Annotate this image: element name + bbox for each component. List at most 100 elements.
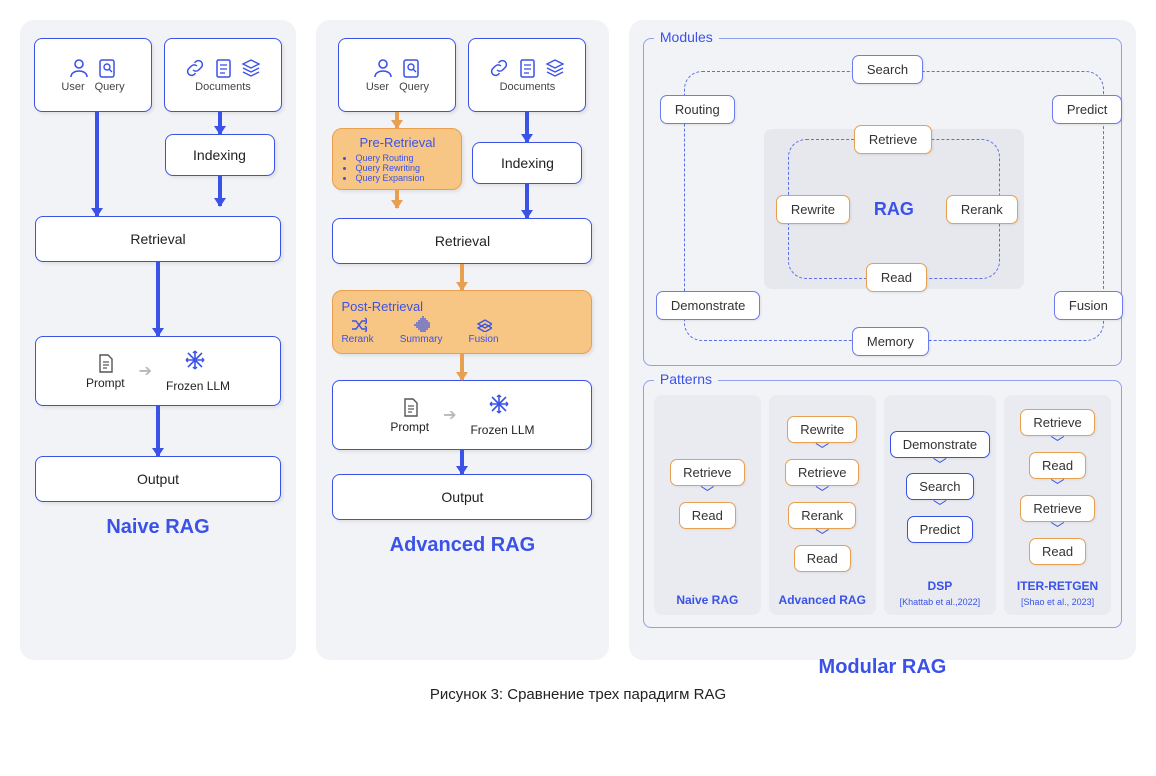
figure-caption: Рисунок 3: Сравнение трех парадигм RAG	[20, 686, 1136, 703]
arrow-icon	[218, 112, 222, 134]
pattern-step: Demonstrate	[890, 431, 990, 458]
query-label: Query	[95, 81, 125, 93]
arrow-icon	[460, 354, 464, 380]
pattern-step: Retrieve	[1020, 495, 1094, 522]
snowflake-icon	[184, 349, 212, 377]
arrow-icon	[156, 262, 160, 336]
pattern-title: DSP	[928, 579, 953, 593]
arrow-icon	[95, 112, 99, 216]
module-read: Read	[866, 263, 927, 292]
query-label: Query	[399, 81, 429, 93]
shuffle-icon	[349, 314, 367, 332]
pattern-step: Search	[906, 473, 973, 500]
chevron-down-icon: ﹀	[1051, 439, 1065, 449]
patterns-fieldset: Patterns Retrieve﹀ReadNaive RAGRewrite﹀R…	[643, 380, 1122, 628]
pre-retrieval-title: Pre-Retrieval	[343, 135, 451, 150]
wave-icon	[412, 314, 430, 332]
pattern-step: Retrieve	[670, 459, 744, 486]
module-rerank: Rerank	[946, 195, 1018, 224]
pattern-step: Read	[1029, 452, 1086, 479]
pre-retrieval-box: Pre-Retrieval Query Routing Query Rewrit…	[332, 128, 462, 190]
documents-box: Documents	[468, 38, 586, 112]
modules-legend: Modules	[654, 29, 719, 45]
retrieval-label: Retrieval	[130, 231, 185, 247]
pattern-title: ITER-RETGEN	[1017, 579, 1098, 593]
user-label: User	[61, 81, 84, 93]
user-label: User	[366, 81, 389, 93]
query-icon	[96, 57, 118, 79]
chevron-down-icon: ﹀	[933, 461, 947, 471]
naive-title: Naive RAG	[106, 516, 209, 539]
output-label: Output	[137, 471, 179, 487]
chevron-down-icon: ﹀	[815, 532, 829, 542]
module-demonstrate: Demonstrate	[656, 291, 760, 320]
post-retrieval-box: Post-Retrieval Rerank Summary Fusion	[332, 290, 592, 354]
pattern-step: Retrieve	[785, 459, 859, 486]
naive-rag-panel: User Query Documents Indexing	[20, 20, 296, 660]
pre-retrieval-item: Query Routing	[355, 153, 451, 163]
output-box: Output	[332, 474, 592, 520]
rag-center-label: RAG	[874, 199, 914, 220]
page-icon	[94, 352, 116, 374]
user-query-box: User Query	[338, 38, 456, 112]
advanced-title: Advanced RAG	[390, 534, 536, 557]
documents-box: Documents	[164, 38, 282, 112]
pattern-title: Naive RAG	[676, 593, 738, 607]
module-retrieve: Retrieve	[854, 125, 932, 154]
snowflake-icon	[488, 393, 516, 421]
chevron-down-icon: ﹀	[933, 503, 947, 513]
pre-retrieval-item: Query Rewriting	[355, 163, 451, 173]
documents-label: Documents	[195, 81, 251, 93]
documents-label: Documents	[500, 81, 556, 93]
patterns-legend: Patterns	[654, 371, 718, 387]
indexing-label: Indexing	[501, 155, 554, 171]
arrow-icon	[525, 112, 529, 142]
arrow-icon	[218, 176, 222, 206]
module-predict: Predict	[1052, 95, 1122, 124]
page-icon	[399, 396, 421, 418]
pattern-step: Rewrite	[787, 416, 857, 443]
user-query-box: User Query	[34, 38, 152, 112]
frozen-llm-label: Frozen LLM	[470, 423, 534, 437]
chevron-down-icon: ﹀	[1051, 525, 1065, 535]
pattern-step: Read	[679, 502, 736, 529]
retrieval-label: Retrieval	[435, 233, 490, 249]
arrow-icon	[460, 264, 464, 290]
frozen-llm-label: Frozen LLM	[166, 379, 230, 393]
retrieval-box: Retrieval	[35, 216, 281, 262]
modular-rag-panel: Modules Search Routing Predict Demonstra…	[629, 20, 1136, 660]
indexing-box: Indexing	[165, 134, 275, 176]
output-label: Output	[441, 489, 483, 505]
output-box: Output	[35, 456, 281, 502]
arrow-icon	[525, 184, 529, 218]
stack-icon	[240, 57, 262, 79]
pattern-step: Read	[1029, 538, 1086, 565]
indexing-label: Indexing	[193, 147, 246, 163]
fusion-label: Fusion	[468, 334, 498, 345]
fusion-icon	[474, 314, 492, 332]
user-icon	[68, 57, 90, 79]
link-icon	[488, 57, 510, 79]
chevron-down-icon: ﹀	[815, 446, 829, 456]
chevron-down-icon: ﹀	[815, 489, 829, 499]
pre-retrieval-item: Query Expansion	[355, 173, 451, 183]
pattern-column: Retrieve﹀Read﹀Retrieve﹀ReadITER-RETGEN[S…	[1004, 395, 1111, 615]
summary-label: Summary	[400, 334, 443, 345]
diagram-container: User Query Documents Indexing	[20, 20, 1136, 660]
module-rewrite: Rewrite	[776, 195, 850, 224]
arrow-icon	[460, 450, 464, 474]
arrow-icon	[156, 406, 160, 456]
prompt-label: Prompt	[390, 420, 429, 434]
pattern-column: Rewrite﹀Retrieve﹀Rerank﹀ReadAdvanced RAG	[769, 395, 876, 615]
module-search: Search	[852, 55, 923, 84]
module-routing: Routing	[660, 95, 735, 124]
query-icon	[400, 57, 422, 79]
pattern-step: Rerank	[788, 502, 856, 529]
pattern-column: Retrieve﹀ReadNaive RAG	[654, 395, 761, 615]
pattern-step: Read	[794, 545, 851, 572]
link-icon	[184, 57, 206, 79]
arrow-icon	[395, 112, 399, 128]
doc-icon	[516, 57, 538, 79]
pattern-step: Predict	[907, 516, 973, 543]
arrow-icon	[395, 190, 399, 208]
